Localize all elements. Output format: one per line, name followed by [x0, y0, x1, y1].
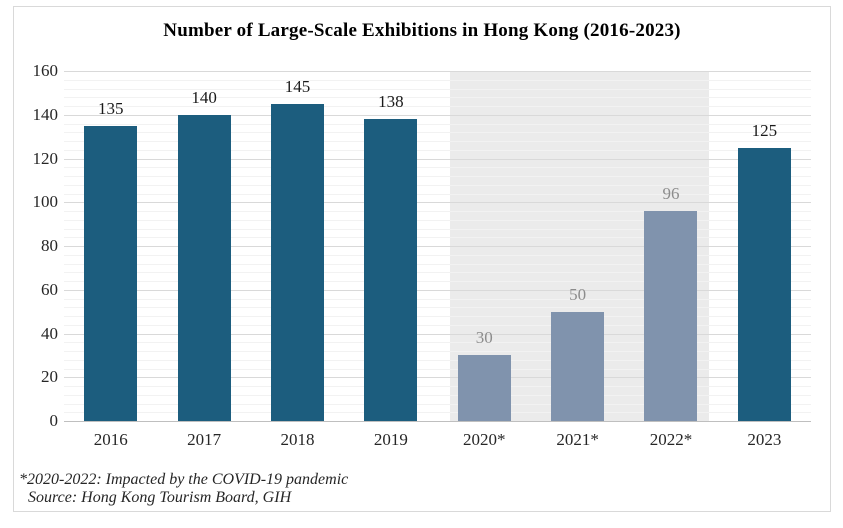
minor-gridline — [64, 351, 811, 352]
major-gridline — [64, 202, 811, 204]
bar-value-label: 96 — [662, 184, 680, 203]
minor-gridline — [64, 272, 811, 274]
minor-gridline — [64, 79, 811, 81]
x-axis-category-label: 2016 — [93, 430, 128, 449]
minor-gridline — [64, 211, 811, 212]
bar-value-label: 138 — [378, 92, 404, 112]
minor-gridline — [64, 97, 811, 99]
major-gridline — [64, 114, 811, 116]
footnote-covid-note: *2020-2022: Impacted by the COVID-19 pan… — [19, 471, 349, 488]
minor-gridline — [64, 316, 811, 317]
minor-gridline — [64, 263, 811, 265]
minor-gridline — [64, 106, 811, 107]
minor-gridline — [64, 298, 811, 300]
major-gridline — [64, 158, 811, 160]
y-axis-tick-label: 60 — [41, 279, 58, 299]
bar-2017 — [177, 114, 231, 421]
bar-2018 — [270, 103, 324, 421]
bar-2019 — [364, 119, 418, 421]
minor-gridline — [64, 167, 811, 169]
minor-gridline — [64, 141, 811, 142]
minor-gridline — [64, 342, 811, 344]
minor-gridline — [64, 193, 811, 195]
minor-gridline — [64, 132, 811, 134]
minor-gridline — [64, 394, 811, 396]
bar-value-label: 140 — [191, 87, 217, 107]
y-axis-tick-label: 80 — [41, 236, 58, 255]
y-axis-tick-label: 40 — [41, 323, 58, 343]
y-axis-tick-label: 20 — [41, 367, 58, 387]
minor-gridline — [64, 359, 811, 361]
chart-title: Number of Large-Scale Exhibitions in Hon… — [163, 20, 681, 41]
chart-container: Number of Large-Scale Exhibitions in Hon… — [13, 6, 831, 512]
x-axis-category-label: 2017 — [187, 430, 222, 449]
bar-value-label: 30 — [475, 328, 493, 348]
x-axis-category-label: 2019 — [373, 430, 408, 449]
bar-2022 — [644, 211, 698, 421]
major-gridline — [64, 246, 811, 247]
minor-gridline — [64, 368, 811, 370]
chart-footnote: *2020-2022: Impacted by the COVID-19 pan… — [19, 471, 348, 507]
major-gridline — [64, 289, 811, 291]
y-axis-tick-label: 120 — [32, 148, 59, 168]
footnote-source: Source: Hong Kong Tourism Board, GIH — [28, 489, 292, 506]
bar-value-label: 125 — [751, 120, 778, 140]
minor-gridline — [64, 88, 811, 90]
bar-value-label: 135 — [97, 98, 124, 118]
bar-2023 — [737, 147, 791, 421]
x-axis-category-label: 2022* — [649, 430, 693, 449]
minor-gridline — [64, 219, 811, 221]
minor-gridline — [64, 412, 811, 414]
y-axis-tick-label: 0 — [49, 411, 59, 430]
x-axis-category-label: 2021* — [556, 430, 599, 449]
minor-gridline — [64, 324, 811, 326]
major-gridline — [64, 377, 811, 379]
bar-value-label: 50 — [569, 284, 587, 304]
x-axis-category-label: 2020* — [462, 430, 506, 449]
x-axis-category-label: 2018 — [280, 430, 315, 449]
bar-2016 — [84, 125, 138, 421]
minor-gridline — [64, 123, 811, 125]
x-axis-category-label: 2023 — [747, 430, 782, 449]
x-axis-line — [64, 421, 811, 422]
minor-gridline — [64, 149, 811, 151]
minor-gridline — [64, 176, 811, 177]
minor-gridline — [64, 228, 811, 230]
plot-area: 0 20 40 60 80 100 120 140 160 135 2016 140 2017 145 20… — [33, 62, 811, 449]
minor-gridline — [64, 237, 811, 239]
minor-gridline — [64, 386, 811, 387]
y-axis-tick-label: 160 — [32, 61, 59, 80]
bar-2021 — [551, 311, 605, 421]
y-axis-tick-label: 140 — [32, 104, 59, 124]
minor-gridline — [64, 403, 811, 405]
minor-gridline — [64, 254, 811, 256]
bar-2020 — [457, 355, 511, 421]
major-gridline — [64, 71, 811, 72]
y-axis-tick-label: 100 — [32, 192, 59, 212]
minor-gridline — [64, 307, 811, 309]
major-gridline — [64, 333, 811, 335]
minor-gridline — [64, 281, 811, 282]
bar-value-label: 145 — [284, 76, 311, 96]
minor-gridline — [64, 184, 811, 186]
